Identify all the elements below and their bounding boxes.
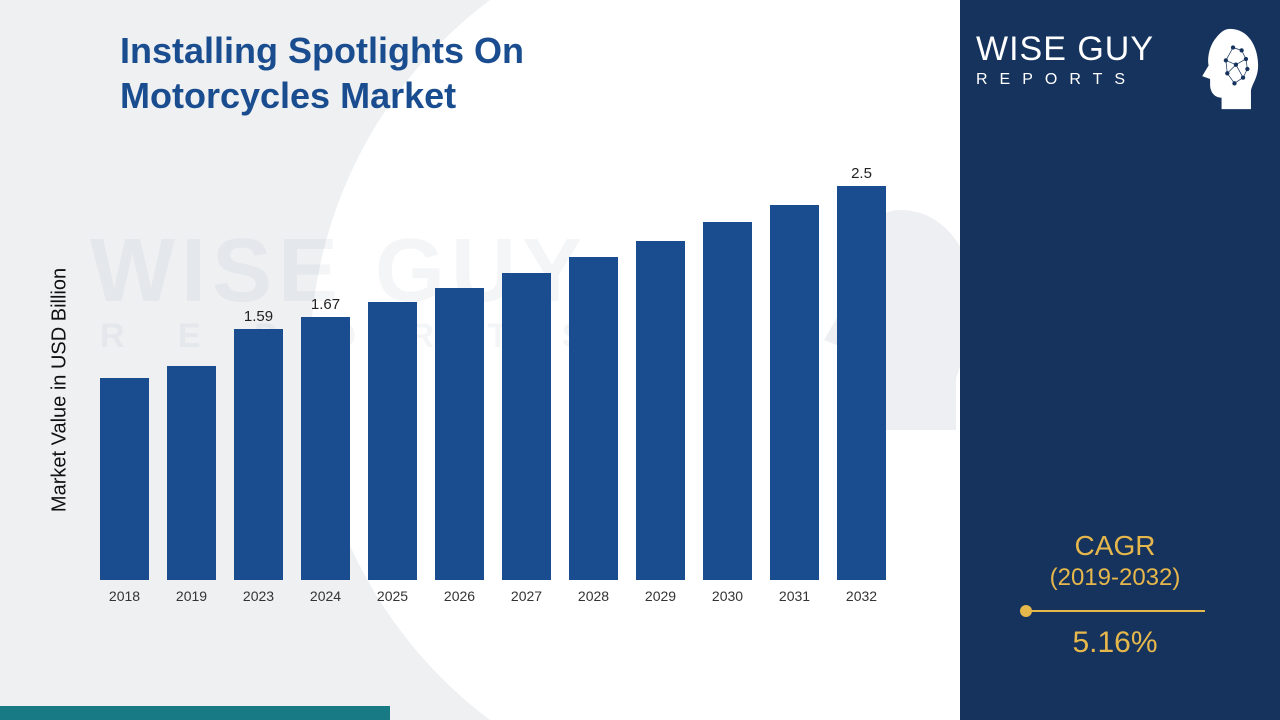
bar: 1.59 (234, 329, 283, 580)
bar (167, 366, 216, 580)
bar-value-label: 1.67 (301, 296, 350, 313)
brand-logo: WISE GUY REPORTS (976, 30, 1256, 89)
x-tick: 2019 (167, 588, 216, 604)
bar (435, 288, 484, 580)
bar-value-label: 1.59 (234, 308, 283, 325)
bar: 2.5 (837, 186, 886, 580)
logo-head-icon (1186, 26, 1260, 112)
logo-word-wise: WISE (976, 30, 1067, 68)
bottom-accent-bar (0, 706, 390, 720)
x-tick: 2023 (234, 588, 283, 604)
chart-title: Installing Spotlights On Motorcycles Mar… (120, 28, 740, 118)
bar: 1.67 (301, 317, 350, 580)
bar (502, 273, 551, 581)
bar (770, 205, 819, 580)
bar-chart: Market Value in USD Billion 1.591.672.5 … (70, 170, 900, 610)
x-tick: 2031 (770, 588, 819, 604)
bar (100, 378, 149, 580)
x-tick: 2025 (368, 588, 417, 604)
x-tick: 2028 (569, 588, 618, 604)
x-tick: 2024 (301, 588, 350, 604)
bar (636, 241, 685, 580)
bar (703, 222, 752, 580)
cagr-block: CAGR (2019-2032) 5.16% (990, 530, 1240, 660)
bar (368, 302, 417, 580)
cagr-heading: CAGR (990, 530, 1240, 562)
x-tick: 2026 (435, 588, 484, 604)
report-graphic: WISE GUY R E P O R T S Installing Spotli… (0, 0, 1280, 720)
x-tick: 2032 (837, 588, 886, 604)
plot-area: 1.59 1.67 2.5 (100, 170, 900, 580)
bar-value-label: 2.5 (837, 165, 886, 182)
bar (569, 257, 618, 580)
x-tick: 2029 (636, 588, 685, 604)
cagr-value: 5.16% (990, 626, 1240, 660)
cagr-divider (1025, 610, 1205, 612)
x-tick: 2030 (703, 588, 752, 604)
y-axis-label: Market Value in USD Billion (49, 268, 72, 512)
cagr-period: (2019-2032) (990, 564, 1240, 592)
x-tick: 2018 (100, 588, 149, 604)
x-tick: 2027 (502, 588, 551, 604)
logo-word-guy: GUY (1077, 30, 1154, 68)
